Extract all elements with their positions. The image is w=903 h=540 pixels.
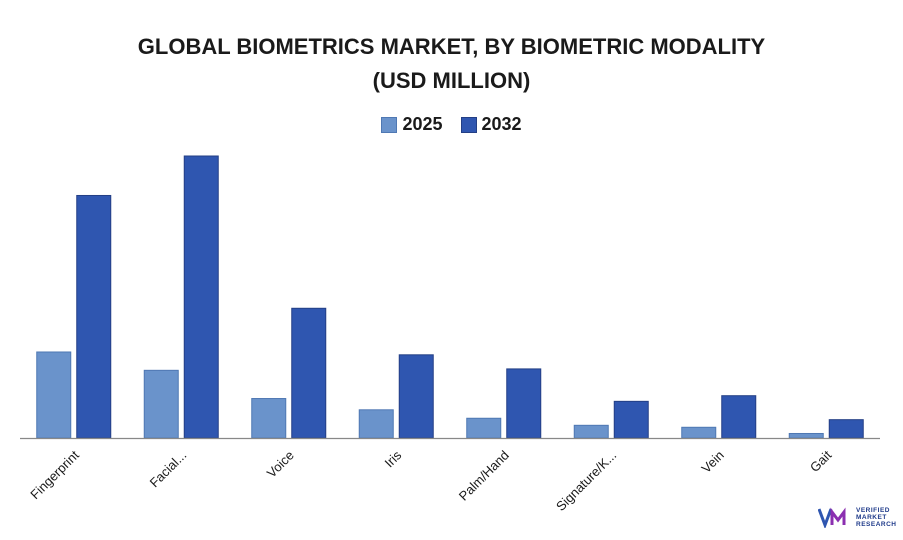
x-tick-label: Gait	[807, 447, 835, 475]
legend-swatch-2032	[460, 116, 477, 133]
bar-2032-gait	[828, 419, 864, 439]
chart-legend: 2025 2032	[0, 114, 903, 135]
logo-text-line1: VERIFIED	[856, 506, 890, 514]
legend-label-2025: 2025	[402, 114, 443, 134]
bar-2032-fingerprint	[76, 194, 112, 439]
bar-2025-palmhand	[466, 417, 502, 439]
legend-item-2032: 2032	[460, 114, 522, 135]
x-tick-label: Iris	[382, 447, 405, 470]
bar-2032-iris	[398, 354, 434, 439]
x-tick-label: Palm/Hand	[456, 448, 512, 504]
bar-2025-fingerprint	[36, 351, 72, 439]
bar-2025-vein	[681, 426, 717, 439]
logo-text-line2: MARKET	[856, 513, 887, 521]
x-tick-label: Voice	[264, 448, 297, 481]
bar-2025-signaturek	[573, 424, 609, 439]
bar-2032-palmhand	[506, 368, 542, 439]
logo-text-line3: RESEARCH	[856, 520, 897, 528]
legend-label-2032: 2032	[481, 114, 522, 134]
bar-2032-vein	[721, 395, 757, 439]
chart-title: GLOBAL BIOMETRICS MARKET, BY BIOMETRIC M…	[0, 30, 903, 98]
bar-2025-voice	[251, 398, 287, 439]
bar-2025-facial	[143, 369, 179, 439]
x-tick-label: Signature/K...	[553, 448, 619, 514]
x-tick-label: Fingerprint	[27, 447, 82, 502]
x-tick-label: Facial...	[147, 448, 190, 491]
bar-2032-signaturek	[613, 400, 649, 439]
bar-2025-iris	[358, 409, 394, 439]
bar-2025-gait	[788, 432, 824, 439]
x-tick-label: Vein	[698, 448, 727, 477]
legend-item-2025: 2025	[381, 114, 443, 135]
chart-title-line1: GLOBAL BIOMETRICS MARKET, BY BIOMETRIC M…	[137, 34, 766, 59]
verified-market-research-logo: VERIFIED MARKET RESEARCH	[818, 506, 896, 528]
vmr-logo-icon	[818, 507, 846, 528]
bar-2032-voice	[291, 307, 327, 439]
legend-swatch-2025	[381, 116, 398, 133]
chart-title-line2: (USD MILLION)	[372, 68, 531, 93]
bar-2032-facial	[183, 155, 219, 439]
